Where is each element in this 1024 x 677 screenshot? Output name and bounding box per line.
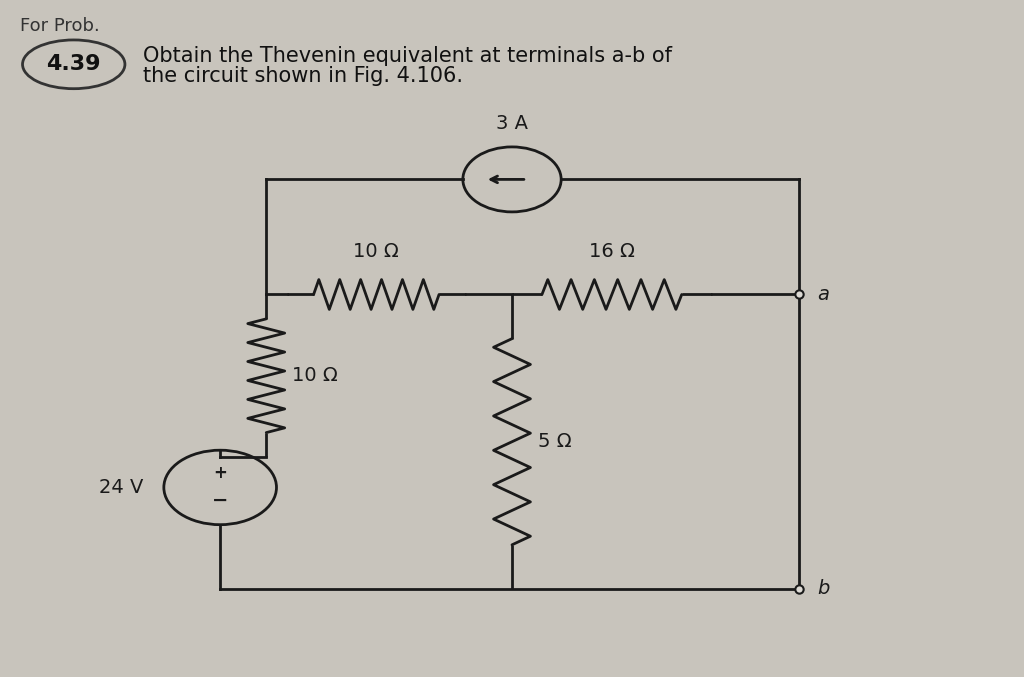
Text: 24 V: 24 V (99, 478, 143, 497)
Text: 10 Ω: 10 Ω (353, 242, 399, 261)
Text: 4.39: 4.39 (46, 54, 101, 74)
Text: b: b (817, 580, 829, 598)
Text: 10 Ω: 10 Ω (292, 366, 338, 385)
Text: a: a (817, 285, 829, 304)
Text: 3 A: 3 A (496, 114, 528, 133)
Text: 5 Ω: 5 Ω (538, 432, 571, 452)
Text: Obtain the Thevenin equivalent at terminals a-b of: Obtain the Thevenin equivalent at termin… (143, 45, 673, 66)
Text: 16 Ω: 16 Ω (589, 242, 635, 261)
Text: −: − (212, 491, 228, 510)
Text: +: + (213, 464, 227, 482)
Text: the circuit shown in Fig. 4.106.: the circuit shown in Fig. 4.106. (143, 66, 463, 86)
Text: For Prob.: For Prob. (20, 17, 100, 35)
